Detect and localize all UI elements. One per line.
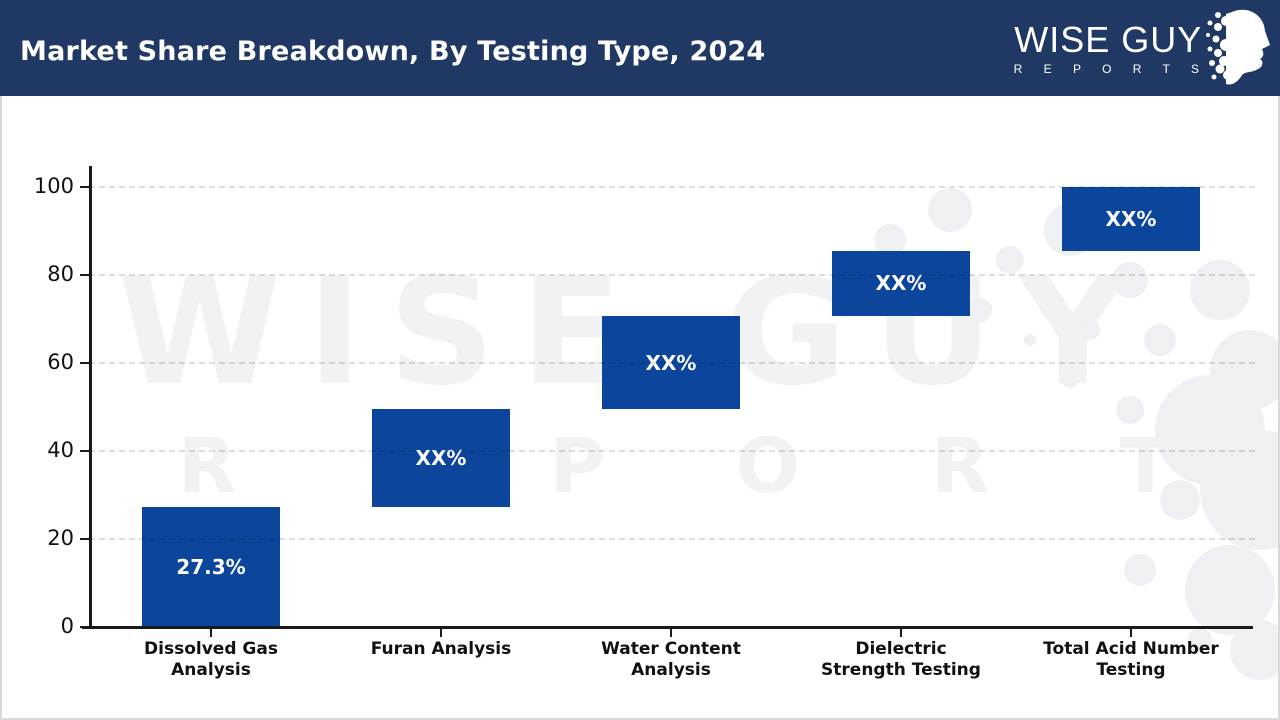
watermark-text-line2: R E P O R T S — [178, 421, 1280, 510]
bar-value-label: XX% — [645, 350, 697, 375]
bar-segment: XX% — [372, 409, 510, 507]
logo-wordmark-line1: WISE GUY — [1014, 18, 1203, 60]
bar-value-label: 27.3% — [176, 554, 246, 579]
y-tick — [80, 274, 89, 276]
y-tick-label: 40 — [47, 438, 74, 462]
bar-segment: XX% — [1062, 187, 1200, 251]
logo-head-icon — [1206, 9, 1270, 85]
header: Market Share Breakdown, By Testing Type,… — [0, 0, 1280, 96]
y-tick — [80, 186, 89, 188]
bar-segment: XX% — [602, 315, 740, 410]
y-tick — [80, 362, 89, 364]
bar-value-label: XX% — [1105, 206, 1157, 231]
page-title: Market Share Breakdown, By Testing Type,… — [20, 35, 766, 67]
gridline — [89, 274, 1255, 276]
logo-wordmark: WISE GUY R E P O R T S — [1009, 18, 1208, 76]
bar-value-label: XX% — [415, 446, 467, 471]
y-tick-label: 80 — [47, 262, 74, 286]
x-tick — [670, 629, 672, 637]
x-category-label: Dielectric Strength Testing — [821, 639, 981, 681]
x-category-label: Furan Analysis — [370, 639, 512, 659]
gridline — [89, 538, 1255, 540]
x-tick — [1130, 629, 1132, 637]
x-tick — [210, 629, 212, 637]
y-tick-label: 20 — [47, 526, 74, 550]
y-tick-label: 60 — [47, 350, 74, 374]
x-tick — [440, 629, 442, 637]
logo-wordmark-line2: R E P O R T S — [1013, 61, 1208, 76]
bar-value-label: XX% — [875, 271, 927, 296]
gridline — [89, 362, 1255, 364]
y-axis — [89, 166, 92, 629]
x-category-label: Dissolved Gas Analysis — [144, 639, 278, 681]
logo: WISE GUY R E P O R T S — [1009, 5, 1270, 91]
x-category-label: Total Acid Number Testing — [1043, 639, 1219, 681]
gridline — [89, 186, 1255, 188]
y-tick-label: 0 — [60, 614, 74, 638]
x-tick — [900, 629, 902, 637]
bar-segment: 27.3% — [142, 506, 280, 627]
y-tick-label: 100 — [33, 174, 74, 198]
x-axis — [82, 626, 1253, 629]
bar-segment: XX% — [832, 250, 970, 316]
y-tick — [80, 450, 89, 452]
gridline — [89, 450, 1255, 452]
y-tick — [80, 538, 89, 540]
x-category-label: Water Content Analysis — [601, 639, 741, 681]
